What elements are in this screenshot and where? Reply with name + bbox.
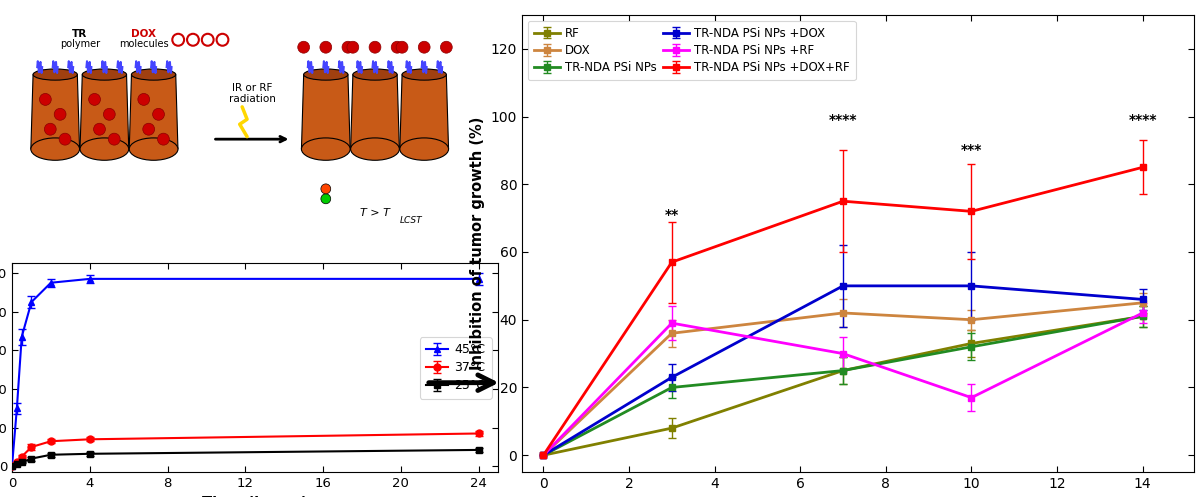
Legend: 45°C, 37°C, 25°C: 45°C, 37°C, 25°C <box>420 337 492 399</box>
Ellipse shape <box>130 138 178 160</box>
Text: ***: *** <box>961 143 982 157</box>
Circle shape <box>157 133 169 145</box>
Circle shape <box>370 41 380 53</box>
Polygon shape <box>80 75 128 149</box>
Ellipse shape <box>402 69 446 80</box>
Y-axis label: Inhibition of tumor growth (%): Inhibition of tumor growth (%) <box>470 117 485 370</box>
Circle shape <box>143 123 155 135</box>
Polygon shape <box>130 75 178 149</box>
Text: IR or RF
radiation: IR or RF radiation <box>228 83 276 104</box>
Text: ****: **** <box>1128 113 1157 127</box>
Ellipse shape <box>350 138 400 160</box>
Circle shape <box>440 41 452 53</box>
Circle shape <box>54 108 66 120</box>
Circle shape <box>347 41 359 53</box>
Circle shape <box>202 34 214 46</box>
Circle shape <box>94 123 106 135</box>
Text: polymer: polymer <box>60 39 100 49</box>
Circle shape <box>320 184 331 194</box>
Text: DOX: DOX <box>131 29 156 39</box>
Circle shape <box>103 108 115 120</box>
Circle shape <box>40 93 52 105</box>
Text: ****: **** <box>829 113 857 127</box>
Ellipse shape <box>400 138 449 160</box>
Circle shape <box>138 93 150 105</box>
Circle shape <box>396 41 408 53</box>
Circle shape <box>152 108 164 120</box>
Circle shape <box>298 41 310 53</box>
Circle shape <box>187 34 199 46</box>
Circle shape <box>59 133 71 145</box>
Circle shape <box>89 93 101 105</box>
Circle shape <box>173 34 184 46</box>
Circle shape <box>44 123 56 135</box>
Circle shape <box>391 41 403 53</box>
Text: TR: TR <box>72 29 88 39</box>
Polygon shape <box>301 75 350 149</box>
Text: **: ** <box>665 208 679 222</box>
Ellipse shape <box>304 69 348 80</box>
Circle shape <box>419 41 430 53</box>
Text: molecules: molecules <box>119 39 168 49</box>
Ellipse shape <box>83 69 126 80</box>
Ellipse shape <box>301 138 350 160</box>
Polygon shape <box>350 75 400 149</box>
Ellipse shape <box>353 69 397 80</box>
Ellipse shape <box>34 69 77 80</box>
Circle shape <box>216 34 228 46</box>
X-axis label: Time (hours): Time (hours) <box>202 496 308 497</box>
Circle shape <box>108 133 120 145</box>
Polygon shape <box>400 75 449 149</box>
Polygon shape <box>31 75 79 149</box>
Text: T > T: T > T <box>360 208 390 218</box>
Ellipse shape <box>31 138 79 160</box>
Text: LCST: LCST <box>400 216 422 225</box>
Legend: RF, DOX, TR-NDA PSi NPs, TR-NDA PSi NPs +DOX, TR-NDA PSi NPs +RF, TR-NDA PSi NPs: RF, DOX, TR-NDA PSi NPs, TR-NDA PSi NPs … <box>528 21 856 80</box>
Circle shape <box>320 194 331 204</box>
Circle shape <box>342 41 354 53</box>
Ellipse shape <box>132 69 175 80</box>
Ellipse shape <box>80 138 128 160</box>
Circle shape <box>320 41 331 53</box>
